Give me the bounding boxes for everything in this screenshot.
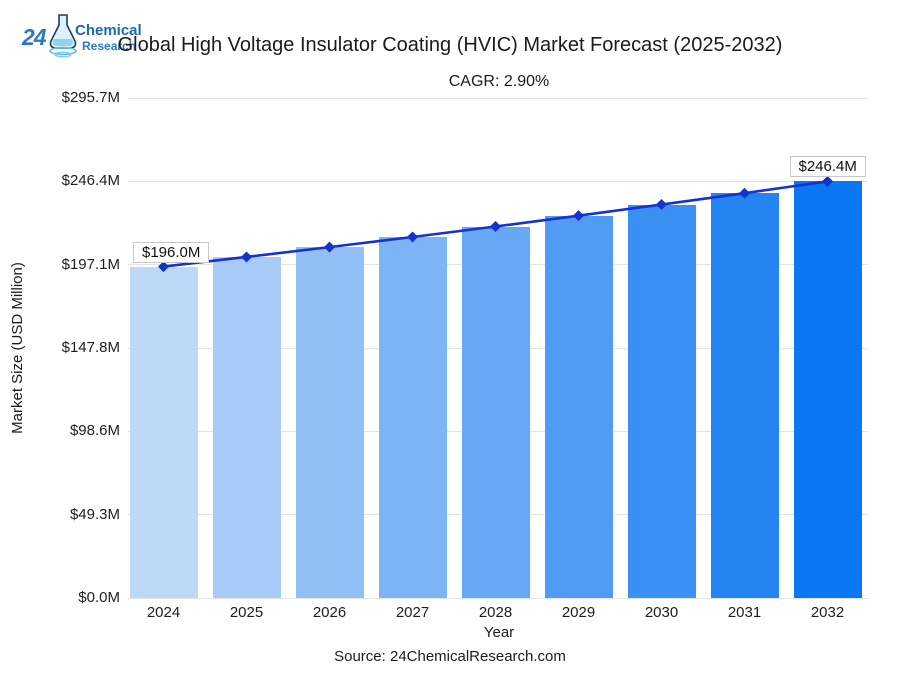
y-tick-label: $49.3M [69, 505, 120, 523]
x-tick-label-2026: 2026 [312, 604, 347, 621]
bar-2032 [793, 181, 862, 598]
x-tick-label-2030: 2030 [644, 604, 679, 621]
logo: 24 Chemical Research [20, 10, 142, 63]
chart-title: Global High Voltage Insulator Coating (H… [117, 34, 783, 56]
y-tick-label: $197.1M [61, 255, 120, 273]
marker-2030 [656, 199, 667, 211]
data-label-2024: $196.0M [133, 241, 210, 263]
marker-2024 [158, 261, 169, 273]
x-tick-label-2029: 2029 [561, 604, 596, 621]
marker-2032 [822, 175, 833, 187]
x-tick-label-2025: 2025 [229, 604, 264, 621]
y-tick-label: $98.6M [69, 422, 120, 440]
bar-2030 [627, 204, 696, 598]
x-tick-label-2032: 2032 [810, 604, 845, 621]
bar-2028 [461, 226, 530, 598]
marker-2029 [573, 210, 584, 222]
marker-2031 [739, 187, 750, 199]
marker-2025 [241, 251, 252, 263]
bar-2026 [295, 247, 364, 598]
x-axis-label: Year [483, 624, 515, 641]
bar-2031 [710, 193, 779, 598]
data-label-2032: $246.4M [789, 156, 866, 178]
chart-subtitle: CAGR: 2.90% [448, 73, 550, 90]
bar-2029 [544, 215, 613, 598]
x-tick-label-2028: 2028 [478, 604, 513, 621]
gridline [128, 97, 868, 99]
logo-word-chemical: Chemical [75, 22, 142, 39]
marker-2026 [324, 241, 335, 253]
x-tick-label-2024: 2024 [146, 604, 181, 621]
y-tick-label: $295.7M [61, 89, 120, 106]
gridline [128, 180, 868, 182]
flask-icon [46, 12, 80, 63]
y-tick-label: $246.4M [61, 172, 120, 190]
bar-2027 [378, 236, 447, 598]
source-credit: Source: 24ChemicalResearch.com [334, 648, 566, 665]
bar-2025 [212, 256, 281, 598]
bar-2024 [129, 266, 198, 598]
x-tick-label-2027: 2027 [395, 604, 430, 621]
marker-2027 [407, 231, 418, 243]
marker-2028 [490, 221, 501, 233]
y-tick-label: $0.0M [78, 589, 120, 606]
logo-word-research: Research [82, 39, 137, 53]
x-tick-label-2031: 2031 [727, 604, 762, 621]
y-tick-label: $147.8M [61, 339, 120, 356]
logo-number: 24 [22, 24, 47, 50]
gridline [128, 597, 868, 599]
